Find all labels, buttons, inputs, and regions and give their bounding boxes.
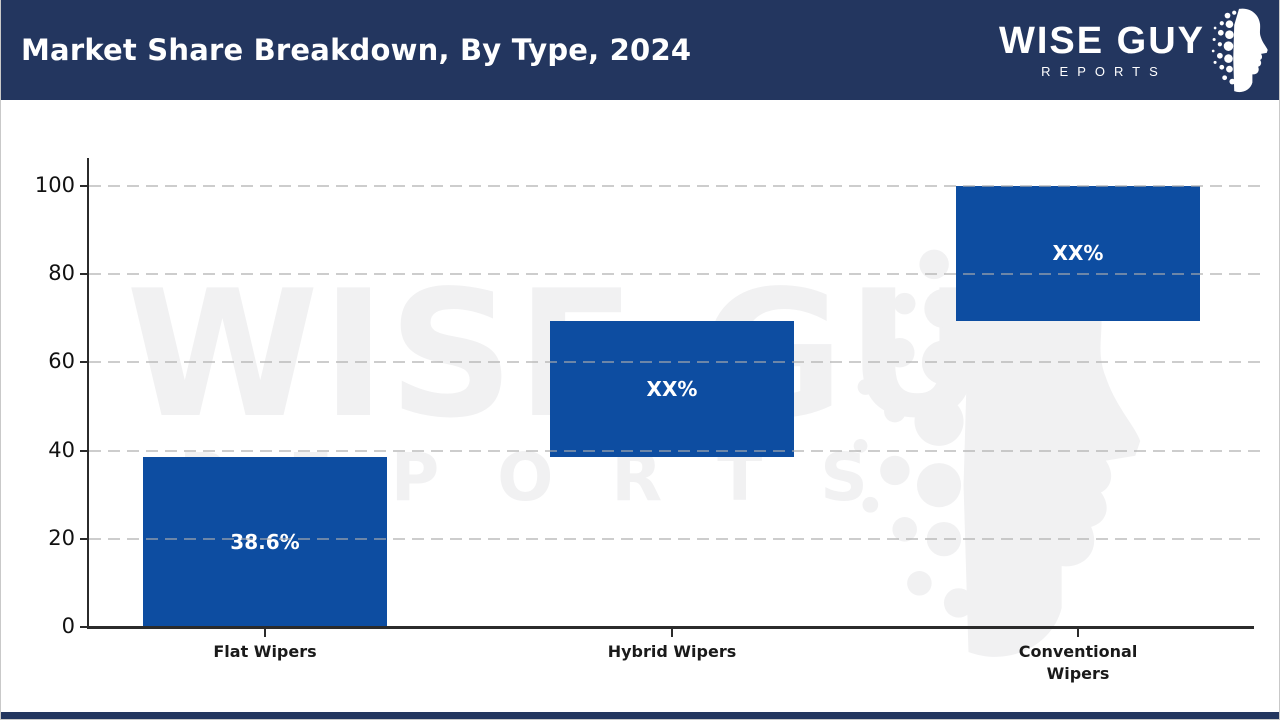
x-category-label: Flat Wipers [213, 642, 317, 661]
y-tick-80 [80, 273, 88, 276]
y-tick-20 [80, 537, 88, 540]
gridline-40 [89, 449, 1266, 452]
y-tick-label-20: 20 [48, 525, 75, 550]
y-tick-label-100: 100 [34, 172, 75, 197]
x-tick [264, 629, 266, 637]
bar-value-label: XX% [646, 376, 698, 401]
page-title: Market Share Breakdown, By Type, 2024 [21, 33, 692, 67]
x-axis-line [87, 626, 1254, 629]
y-tick-label-40: 40 [48, 437, 75, 462]
y-tick-100 [80, 184, 88, 187]
y-axis-line [87, 158, 89, 629]
bar-value-label: 38.6% [230, 529, 300, 554]
bar-segment: XX% [956, 185, 1200, 321]
gridline-20 [89, 537, 1266, 540]
logo-subtitle: REPORTS [1041, 63, 1167, 79]
bar-segment: 38.6% [143, 456, 387, 627]
y-tick-60 [80, 361, 88, 364]
wiseguy-logo-text: WISE GUY REPORTS [999, 22, 1205, 79]
x-category-label: Conventional Wipers [1018, 642, 1138, 683]
wiseguy-logo: WISE GUY REPORTS [999, 6, 1271, 94]
x-tick [1077, 629, 1079, 637]
bar-value-label: XX% [1052, 241, 1104, 266]
bar-segment: XX% [550, 320, 794, 457]
x-category-label: Hybrid Wipers [607, 642, 737, 661]
header-band: Market Share Breakdown, By Type, 2024 WI… [1, 0, 1279, 100]
y-tick-40 [80, 449, 88, 452]
gridline-100 [89, 184, 1266, 187]
logo-wordmark: WISE GUY [998, 19, 1205, 62]
y-tick-label-60: 60 [48, 349, 75, 374]
wiseguy-face-icon [1211, 8, 1268, 93]
footer-band [1, 712, 1279, 719]
gridline-60 [89, 361, 1266, 364]
y-tick-label-0: 0 [61, 614, 75, 638]
gridline-80 [89, 273, 1266, 276]
y-tick-label-80: 80 [48, 261, 75, 286]
x-tick [671, 629, 673, 637]
y-tick-0 [80, 626, 88, 628]
